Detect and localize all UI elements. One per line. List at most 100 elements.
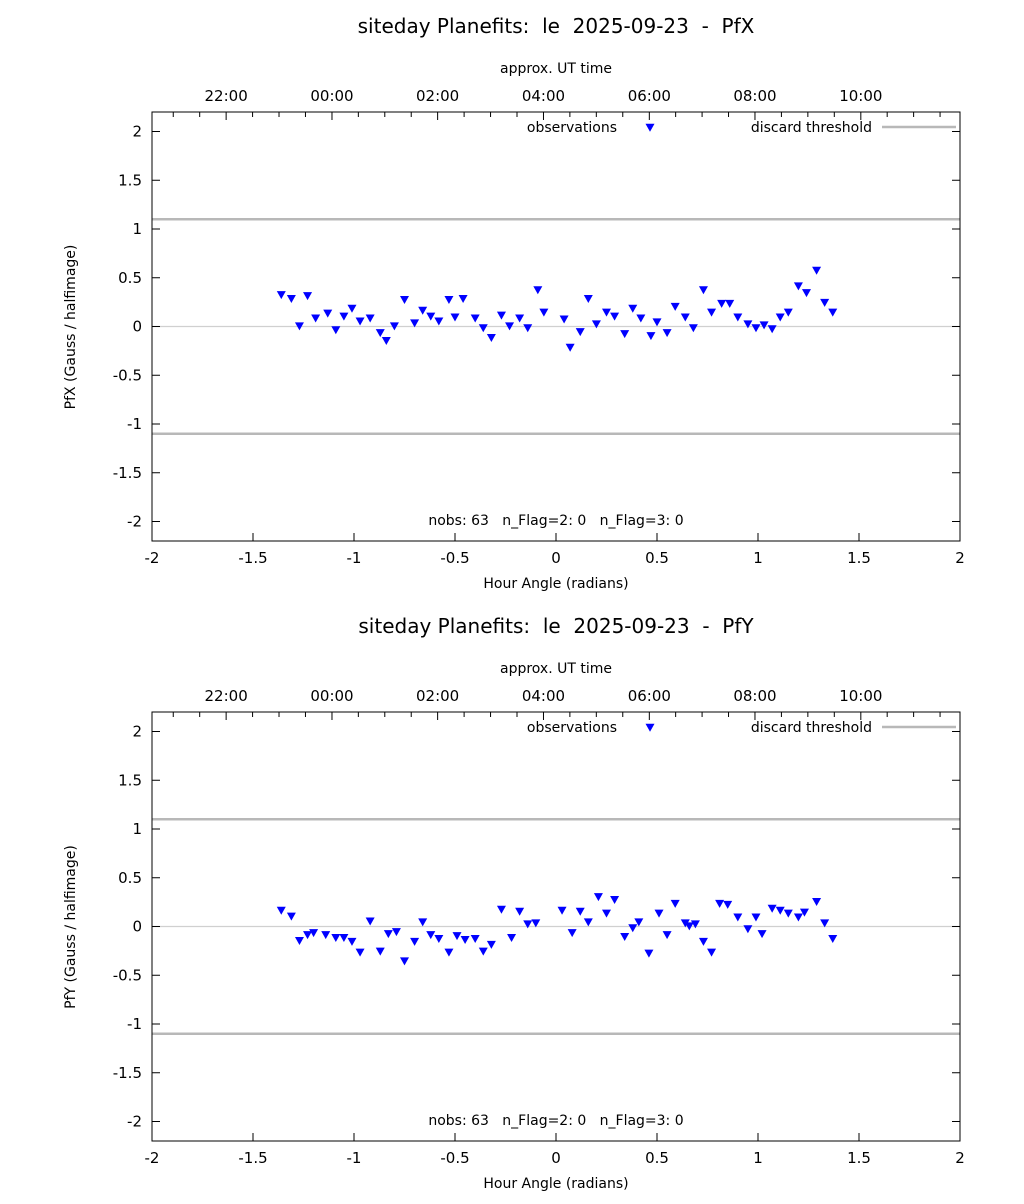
top-axis-title: approx. UT time bbox=[500, 661, 612, 677]
observation-marker bbox=[496, 311, 506, 320]
observation-marker bbox=[486, 334, 496, 343]
ut-tick-label: 10:00 bbox=[839, 87, 882, 105]
legend-observation-marker bbox=[645, 723, 655, 732]
observation-marker bbox=[410, 937, 420, 946]
x-tick-label: -2 bbox=[145, 549, 160, 567]
y-tick-label: -1.5 bbox=[113, 464, 142, 482]
observation-marker bbox=[303, 931, 313, 940]
observation-marker bbox=[458, 295, 468, 304]
observation-marker bbox=[470, 935, 480, 943]
ut-tick-label: 22:00 bbox=[205, 87, 248, 105]
legend-observations-label: observations bbox=[527, 120, 617, 136]
observation-marker bbox=[496, 905, 506, 914]
legend-threshold-label: discard threshold bbox=[751, 120, 872, 136]
observation-marker bbox=[680, 919, 690, 928]
observation-marker bbox=[276, 291, 286, 300]
observation-marker bbox=[565, 343, 575, 352]
observation-marker bbox=[276, 906, 286, 915]
observation-marker bbox=[559, 315, 569, 324]
observation-marker bbox=[478, 324, 488, 333]
observation-marker bbox=[644, 949, 654, 958]
observation-marker bbox=[812, 266, 822, 275]
observation-marker bbox=[444, 296, 454, 304]
observation-marker bbox=[723, 900, 733, 909]
observation-marker bbox=[799, 908, 809, 917]
observation-marker bbox=[539, 308, 549, 317]
observation-marker bbox=[523, 920, 533, 929]
observation-marker bbox=[767, 904, 777, 913]
observation-marker bbox=[583, 295, 593, 304]
observation-marker bbox=[365, 314, 375, 323]
observation-marker bbox=[698, 937, 708, 946]
y-tick-label: 2 bbox=[132, 723, 142, 741]
legend-observation-marker bbox=[645, 123, 655, 132]
observation-marker bbox=[828, 308, 838, 317]
observation-marker bbox=[321, 931, 331, 940]
observation-marker bbox=[690, 920, 700, 929]
observation-marker bbox=[715, 899, 725, 908]
x-tick-label: -0.5 bbox=[440, 549, 469, 567]
observation-marker bbox=[523, 324, 533, 333]
observation-marker bbox=[684, 922, 694, 931]
ut-tick-label: 04:00 bbox=[522, 87, 565, 105]
observation-marker bbox=[515, 907, 525, 916]
observation-marker bbox=[311, 314, 321, 323]
observation-marker bbox=[820, 919, 830, 928]
x-tick-label: -0.5 bbox=[440, 1149, 469, 1167]
observation-marker bbox=[531, 919, 541, 928]
observation-marker bbox=[400, 957, 409, 966]
x-axis-title: Hour Angle (radians) bbox=[483, 1176, 628, 1192]
observation-marker bbox=[602, 308, 611, 317]
x-tick-label: 2 bbox=[955, 549, 965, 567]
x-tick-label: -2 bbox=[145, 1149, 160, 1167]
observation-marker bbox=[725, 299, 735, 308]
y-tick-label: 1 bbox=[132, 220, 142, 238]
ut-tick-label: 08:00 bbox=[733, 687, 776, 705]
observation-marker bbox=[339, 312, 349, 321]
observation-marker bbox=[775, 906, 785, 915]
observation-marker bbox=[717, 299, 727, 308]
observation-marker bbox=[515, 314, 525, 323]
observation-marker bbox=[460, 935, 470, 944]
observation-marker bbox=[743, 320, 753, 329]
observation-marker bbox=[391, 928, 401, 937]
ut-tick-label: 02:00 bbox=[416, 687, 459, 705]
observation-marker bbox=[575, 328, 585, 337]
observation-marker bbox=[583, 918, 593, 927]
nobs-annotation: nobs: 63 n_Flag=2: 0 n_Flag=3: 0 bbox=[428, 513, 683, 529]
observation-marker bbox=[383, 930, 393, 939]
observation-marker bbox=[688, 324, 698, 333]
observation-marker bbox=[593, 893, 603, 902]
observation-marker bbox=[507, 934, 517, 943]
observation-marker bbox=[602, 909, 611, 918]
observation-marker bbox=[610, 312, 620, 321]
y-axis-title: PfY (Gauss / halfimage) bbox=[63, 845, 79, 1009]
ut-tick-label: 06:00 bbox=[628, 687, 671, 705]
observation-marker bbox=[557, 906, 567, 915]
observation-marker bbox=[783, 909, 793, 918]
x-axis-title: Hour Angle (radians) bbox=[483, 576, 628, 592]
y-tick-label: 1.5 bbox=[118, 171, 142, 189]
x-tick-label: -1 bbox=[347, 1149, 362, 1167]
observation-marker bbox=[828, 935, 838, 943]
observation-marker bbox=[610, 896, 620, 904]
observation-marker bbox=[375, 329, 385, 338]
x-tick-label: 0 bbox=[551, 549, 561, 567]
x-tick-label: 1 bbox=[753, 549, 763, 567]
observation-marker bbox=[426, 931, 436, 940]
observation-marker bbox=[355, 317, 365, 326]
observation-marker bbox=[294, 322, 304, 331]
observation-marker bbox=[426, 312, 436, 321]
observation-marker bbox=[309, 929, 319, 938]
observation-marker bbox=[410, 319, 420, 328]
observation-marker bbox=[757, 930, 767, 939]
observation-marker bbox=[670, 899, 680, 908]
ut-tick-label: 00:00 bbox=[310, 687, 353, 705]
x-tick-label: -1.5 bbox=[238, 1149, 267, 1167]
observation-marker bbox=[680, 313, 690, 322]
observation-marker bbox=[751, 324, 761, 333]
observation-marker bbox=[654, 909, 664, 918]
observation-marker bbox=[628, 924, 638, 933]
x-tick-label: 1.5 bbox=[847, 1149, 871, 1167]
